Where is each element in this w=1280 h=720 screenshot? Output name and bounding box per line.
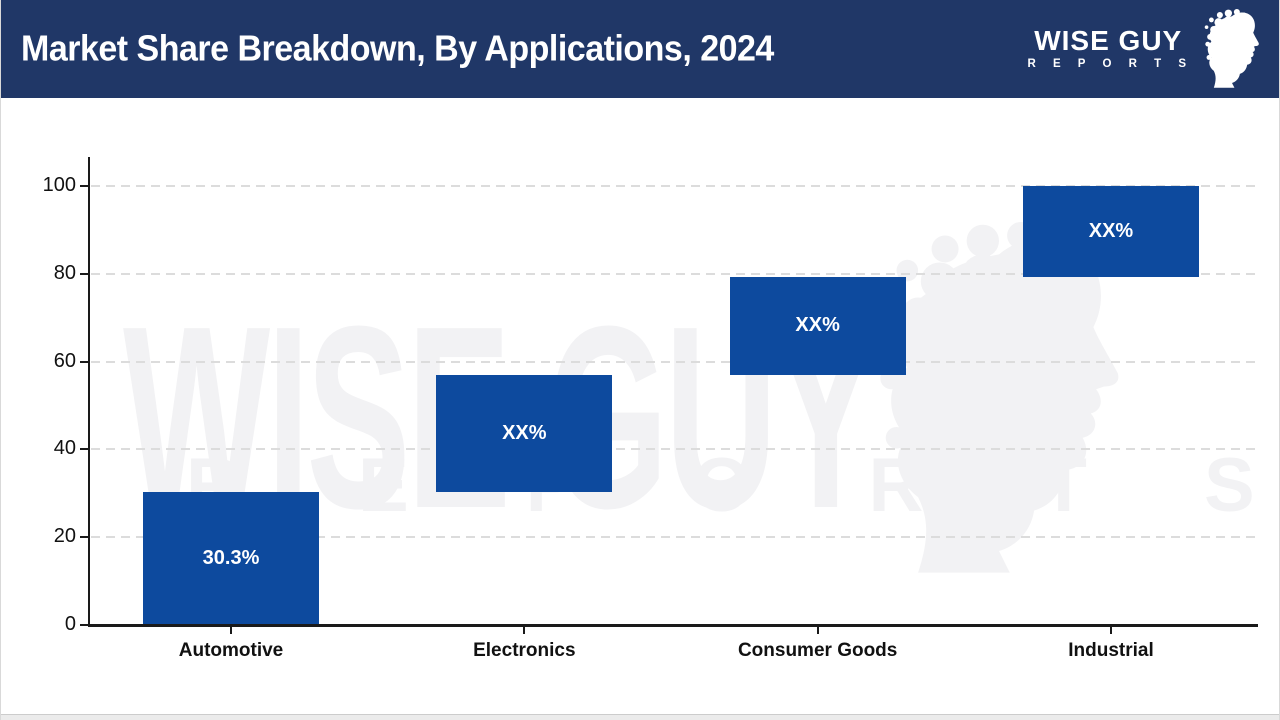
gridline-100 [91, 185, 1257, 187]
y-tick-80 [80, 272, 88, 275]
y-axis [88, 157, 90, 626]
logo-wordmark: WISE GUY [1034, 25, 1183, 57]
y-tick-20 [80, 536, 88, 539]
bar-electronics: XX% [436, 374, 613, 492]
y-tick-100 [80, 185, 88, 187]
bottom-edge-strip [1, 714, 1279, 720]
x-tick-electronics [523, 627, 526, 634]
y-tick-40 [80, 448, 88, 451]
x-tick-industrial [1109, 627, 1112, 634]
bar-value-label-automotive: 30.3% [202, 546, 260, 569]
bar-value-label-electronics: XX% [502, 421, 547, 444]
bar-value-label-consumer-goods: XX% [795, 314, 840, 337]
wiseguy-head-icon [1204, 9, 1259, 88]
x-axis [88, 624, 1258, 627]
y-tick-label-20: 20 [53, 525, 76, 548]
x-axis-label-automotive: Automotive [178, 640, 284, 661]
y-tick-label-80: 80 [53, 261, 76, 284]
y-tick-0 [80, 624, 88, 626]
bar-value-label-industrial: XX% [1088, 219, 1134, 242]
x-axis-label-industrial: Industrial [1068, 640, 1154, 661]
gridline-60 [91, 360, 1257, 363]
gridline-20 [91, 536, 1257, 539]
logo-subtext: R E P O R T S [1027, 58, 1193, 71]
y-tick-label-0: 0 [64, 613, 76, 635]
x-axis-label-electronics: Electronics [473, 640, 576, 661]
x-tick-automotive [230, 627, 232, 634]
y-tick-label-100: 100 [42, 174, 76, 196]
y-tick-60 [80, 360, 88, 363]
wiseguy-logo-text: WISE GUY R E P O R T S [1023, 27, 1193, 71]
bar-industrial: XX% [1022, 186, 1199, 277]
chart-title: Market Share Breakdown, By Applications,… [21, 28, 774, 69]
y-tick-label-60: 60 [53, 349, 76, 372]
y-tick-label-40: 40 [53, 437, 76, 460]
gridline-80 [91, 272, 1257, 275]
x-tick-consumer-goods [816, 627, 819, 634]
gridline-40 [91, 448, 1257, 451]
header: Market Share Breakdown, By Applications,… [1, 0, 1279, 98]
wiseguy-logo: WISE GUY R E P O R T S [1023, 9, 1265, 89]
bar-consumer-goods: XX% [729, 276, 906, 375]
bar-automotive: 30.3% [143, 491, 319, 625]
x-axis-label-consumer-goods: Consumer Goods [737, 640, 898, 661]
